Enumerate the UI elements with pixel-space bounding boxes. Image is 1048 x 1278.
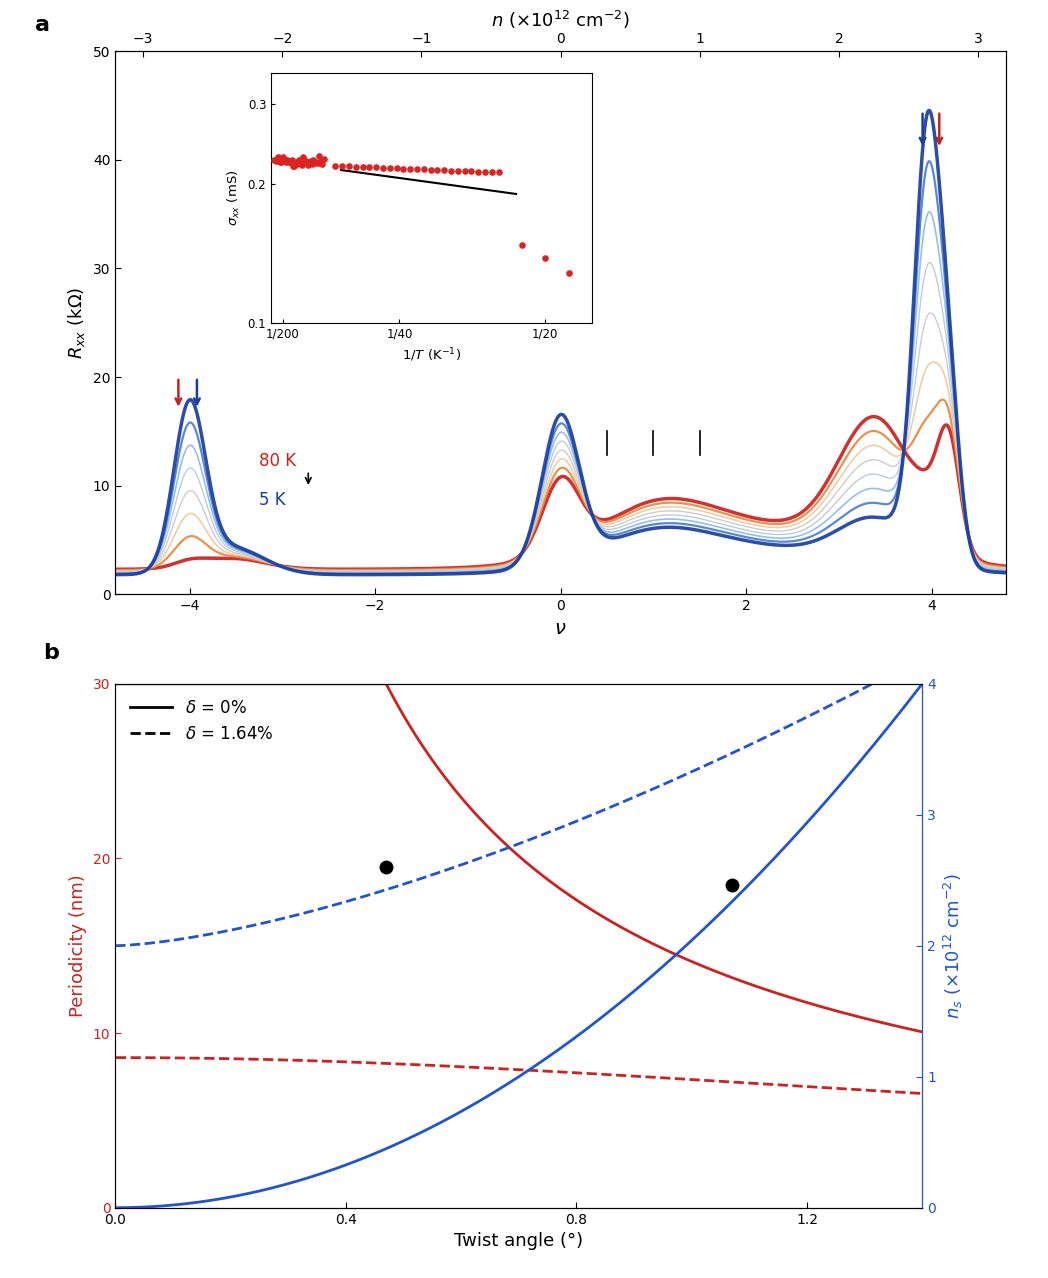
Point — [537, 248, 553, 268]
Point — [463, 161, 480, 181]
Point — [271, 151, 288, 171]
Point — [313, 153, 330, 174]
Point — [305, 150, 322, 170]
Point — [294, 147, 311, 167]
Point — [477, 162, 494, 183]
X-axis label: $\nu$: $\nu$ — [554, 619, 567, 638]
Point — [470, 161, 486, 181]
Point — [354, 157, 371, 178]
Point — [267, 151, 284, 171]
Point — [290, 150, 307, 170]
Y-axis label: $\sigma_{xx}$ (mS): $\sigma_{xx}$ (mS) — [226, 170, 242, 226]
Point — [289, 153, 306, 174]
Point — [300, 155, 316, 175]
Point — [327, 156, 344, 176]
Point — [388, 158, 405, 179]
Point — [279, 150, 296, 170]
Point — [514, 234, 530, 254]
Point — [483, 162, 500, 183]
Point — [395, 158, 412, 179]
Point — [283, 150, 300, 170]
Point — [298, 151, 314, 171]
Point — [266, 150, 283, 170]
Point — [422, 160, 439, 180]
Point — [293, 155, 310, 175]
Y-axis label: $n_s$ ($\times$10$^{12}$ cm$^{-2}$): $n_s$ ($\times$10$^{12}$ cm$^{-2}$) — [941, 873, 964, 1019]
Point — [368, 157, 385, 178]
Point — [361, 157, 377, 178]
X-axis label: $n$ ($\times$10$^{12}$ cm$^{-2}$): $n$ ($\times$10$^{12}$ cm$^{-2}$) — [492, 9, 630, 31]
Point — [436, 160, 453, 180]
X-axis label: Twist angle (°): Twist angle (°) — [454, 1232, 584, 1250]
Point — [347, 156, 364, 176]
Legend: $\delta$ = 0%, $\delta$ = 1.64%: $\delta$ = 0%, $\delta$ = 1.64% — [124, 693, 281, 750]
Point — [381, 157, 398, 178]
Point — [285, 156, 302, 176]
Text: b: b — [43, 643, 59, 663]
Text: a: a — [36, 15, 50, 35]
Point — [272, 151, 289, 171]
Text: 5 K: 5 K — [259, 491, 286, 509]
Point — [401, 158, 418, 179]
Point — [304, 153, 321, 174]
Point — [276, 148, 292, 169]
Text: 80 K: 80 K — [259, 452, 297, 470]
Point — [297, 151, 313, 171]
Point — [560, 263, 576, 284]
Point — [409, 158, 425, 179]
Point — [341, 156, 357, 176]
Point — [280, 152, 297, 173]
Point — [315, 148, 332, 169]
Point — [415, 160, 432, 180]
Point — [270, 147, 287, 167]
Point — [450, 161, 466, 181]
Point — [490, 162, 507, 183]
Point — [306, 152, 323, 173]
Point — [302, 151, 319, 171]
Point — [301, 152, 318, 173]
Point — [374, 157, 391, 178]
Y-axis label: Periodicity (nm): Periodicity (nm) — [69, 874, 87, 1017]
Point — [456, 161, 473, 181]
X-axis label: $1/T$ (K$^{-1}$): $1/T$ (K$^{-1}$) — [402, 346, 461, 364]
Point — [333, 156, 350, 176]
Point — [442, 160, 459, 180]
Point — [308, 152, 325, 173]
Point — [275, 147, 291, 167]
Point — [282, 152, 299, 173]
Point — [287, 152, 304, 173]
Y-axis label: $R_{xx}$ (k$\Omega$): $R_{xx}$ (k$\Omega$) — [66, 286, 87, 359]
Point — [311, 146, 328, 166]
Point — [292, 153, 309, 174]
Point — [309, 152, 326, 173]
Point — [268, 150, 285, 170]
Point — [429, 160, 445, 180]
Point — [278, 152, 294, 173]
Point — [312, 151, 329, 171]
Point — [286, 156, 303, 176]
